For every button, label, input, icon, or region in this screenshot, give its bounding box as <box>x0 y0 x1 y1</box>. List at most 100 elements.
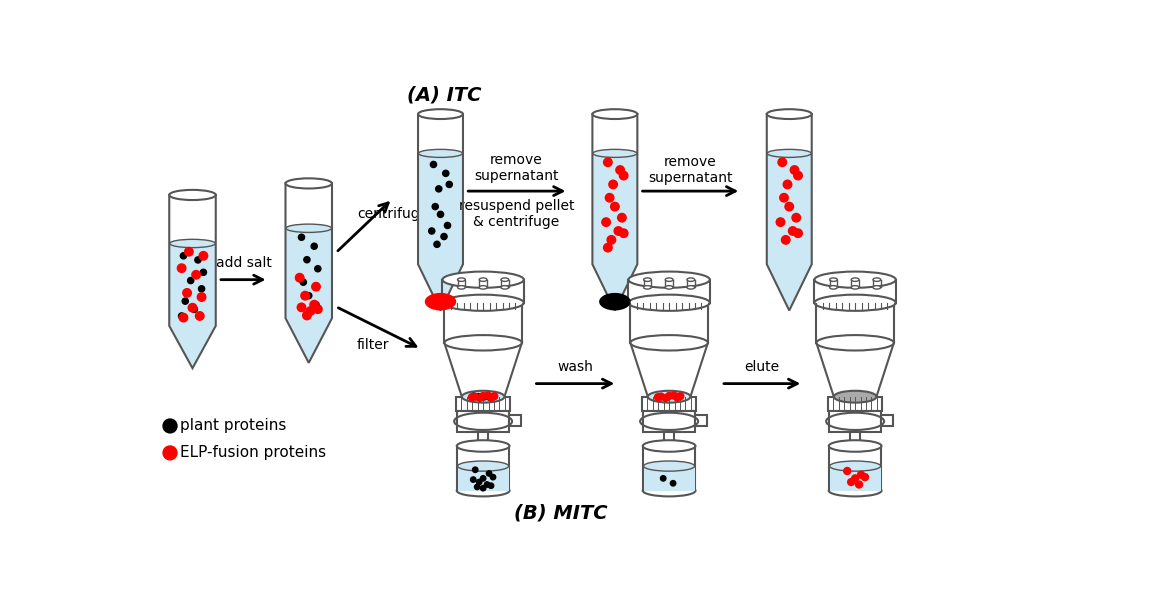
Bar <box>509 415 521 426</box>
Circle shape <box>179 313 188 322</box>
Ellipse shape <box>816 335 894 350</box>
Circle shape <box>791 166 799 174</box>
Polygon shape <box>418 114 463 310</box>
Ellipse shape <box>425 293 457 310</box>
Ellipse shape <box>599 293 631 310</box>
Circle shape <box>200 269 207 276</box>
Ellipse shape <box>814 295 896 311</box>
Circle shape <box>611 202 619 211</box>
Ellipse shape <box>872 278 881 282</box>
Ellipse shape <box>443 271 523 288</box>
Circle shape <box>314 266 321 272</box>
Circle shape <box>179 313 185 319</box>
Circle shape <box>180 253 187 259</box>
Circle shape <box>195 312 204 320</box>
Circle shape <box>848 478 855 486</box>
Circle shape <box>182 298 188 304</box>
Circle shape <box>784 180 792 188</box>
Circle shape <box>604 243 612 252</box>
Ellipse shape <box>834 390 876 402</box>
Circle shape <box>471 477 475 482</box>
Circle shape <box>306 292 312 299</box>
Circle shape <box>602 218 611 227</box>
Ellipse shape <box>461 390 505 402</box>
Text: ELP-fusion proteins: ELP-fusion proteins <box>180 446 326 460</box>
Circle shape <box>619 229 628 237</box>
Circle shape <box>296 273 304 282</box>
Ellipse shape <box>443 295 523 311</box>
Text: filter: filter <box>356 338 389 352</box>
Circle shape <box>313 301 319 308</box>
Circle shape <box>851 475 858 482</box>
Ellipse shape <box>628 271 710 288</box>
Circle shape <box>199 286 204 292</box>
Bar <box>458 466 509 490</box>
Ellipse shape <box>418 109 463 119</box>
Circle shape <box>616 166 625 174</box>
Polygon shape <box>285 184 332 363</box>
Circle shape <box>199 252 208 260</box>
Circle shape <box>178 264 186 273</box>
Circle shape <box>480 392 487 399</box>
Bar <box>644 466 695 490</box>
Ellipse shape <box>479 286 487 289</box>
Ellipse shape <box>501 286 509 289</box>
Circle shape <box>662 395 669 401</box>
Circle shape <box>472 393 479 400</box>
Circle shape <box>192 270 201 279</box>
Text: (A) ITC: (A) ITC <box>408 86 481 105</box>
Ellipse shape <box>687 278 695 282</box>
Circle shape <box>432 203 438 210</box>
Circle shape <box>785 202 793 211</box>
Ellipse shape <box>479 278 487 282</box>
Circle shape <box>477 480 482 485</box>
Ellipse shape <box>851 286 858 289</box>
Bar <box>882 415 894 426</box>
Polygon shape <box>418 153 463 310</box>
Circle shape <box>437 211 444 218</box>
Polygon shape <box>631 343 708 396</box>
Ellipse shape <box>169 239 215 248</box>
Circle shape <box>311 243 318 249</box>
Circle shape <box>485 482 489 487</box>
Polygon shape <box>816 343 894 396</box>
Circle shape <box>666 392 673 399</box>
Circle shape <box>482 395 487 400</box>
Circle shape <box>658 393 665 400</box>
Circle shape <box>304 257 310 263</box>
Circle shape <box>778 158 786 166</box>
Bar <box>479 432 488 446</box>
Circle shape <box>301 291 310 300</box>
Polygon shape <box>766 153 812 310</box>
Circle shape <box>475 393 481 399</box>
Circle shape <box>488 483 494 489</box>
Circle shape <box>306 307 315 315</box>
Circle shape <box>192 306 197 313</box>
Circle shape <box>487 395 492 400</box>
Ellipse shape <box>628 295 710 311</box>
Ellipse shape <box>829 485 882 496</box>
Circle shape <box>609 180 618 188</box>
Circle shape <box>674 394 681 401</box>
Polygon shape <box>169 243 216 368</box>
Ellipse shape <box>767 150 812 157</box>
Ellipse shape <box>687 286 695 289</box>
Circle shape <box>780 194 788 202</box>
Polygon shape <box>592 153 638 310</box>
Circle shape <box>660 475 666 481</box>
Polygon shape <box>169 195 216 368</box>
Ellipse shape <box>829 286 837 289</box>
Circle shape <box>446 181 452 188</box>
Bar <box>850 432 860 446</box>
Ellipse shape <box>644 286 652 289</box>
Ellipse shape <box>851 278 858 282</box>
Ellipse shape <box>457 440 509 451</box>
Bar <box>665 432 674 446</box>
Circle shape <box>604 158 612 166</box>
Ellipse shape <box>593 150 637 157</box>
Ellipse shape <box>458 461 509 471</box>
Circle shape <box>843 468 850 474</box>
Circle shape <box>443 170 449 176</box>
Circle shape <box>487 394 494 401</box>
Circle shape <box>298 234 305 240</box>
